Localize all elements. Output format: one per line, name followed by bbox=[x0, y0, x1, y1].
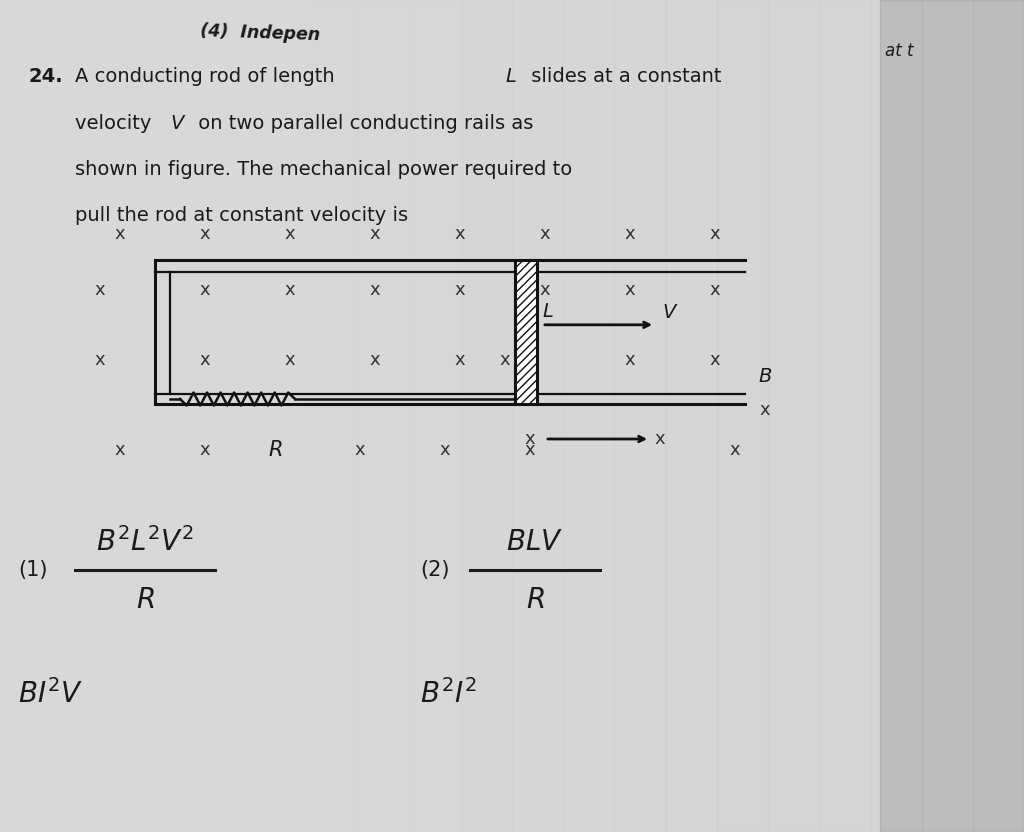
Text: x: x bbox=[455, 225, 465, 243]
Text: 24.: 24. bbox=[28, 67, 62, 86]
Text: x: x bbox=[524, 441, 536, 459]
Bar bbox=[666, 0, 717, 832]
Text: x: x bbox=[94, 281, 105, 299]
Text: at t: at t bbox=[885, 42, 913, 60]
Text: x: x bbox=[710, 225, 720, 243]
Text: x: x bbox=[200, 351, 210, 369]
Bar bbox=[563, 0, 614, 832]
Text: x: x bbox=[285, 351, 295, 369]
Text: x: x bbox=[625, 225, 635, 243]
Text: velocity: velocity bbox=[75, 114, 158, 133]
Text: x: x bbox=[625, 351, 635, 369]
Bar bbox=[0, 0, 51, 832]
Text: $R$: $R$ bbox=[525, 587, 545, 613]
Text: x: x bbox=[455, 281, 465, 299]
Text: x: x bbox=[654, 430, 666, 448]
Text: (1): (1) bbox=[18, 560, 47, 580]
Bar bbox=[410, 0, 461, 832]
Text: $BI^2V$: $BI^2V$ bbox=[18, 679, 83, 709]
Text: on two parallel conducting rails as: on two parallel conducting rails as bbox=[193, 114, 534, 133]
Bar bbox=[870, 0, 922, 832]
Text: x: x bbox=[354, 441, 366, 459]
Text: x: x bbox=[524, 430, 536, 448]
Text: x: x bbox=[540, 281, 550, 299]
Bar bbox=[307, 0, 358, 832]
Text: x: x bbox=[760, 401, 770, 419]
Text: L: L bbox=[505, 67, 516, 86]
Text: x: x bbox=[710, 281, 720, 299]
Text: x: x bbox=[94, 351, 105, 369]
Text: V: V bbox=[170, 114, 183, 133]
Text: x: x bbox=[370, 225, 380, 243]
Bar bbox=[819, 0, 870, 832]
Bar bbox=[614, 0, 666, 832]
Text: x: x bbox=[200, 225, 210, 243]
Text: x: x bbox=[115, 441, 125, 459]
Bar bbox=[102, 0, 154, 832]
Text: $L$: $L$ bbox=[542, 303, 554, 321]
Bar bbox=[51, 0, 102, 832]
Text: shown in figure. The mechanical power required to: shown in figure. The mechanical power re… bbox=[75, 160, 572, 179]
Text: (4)  Indepen: (4) Indepen bbox=[200, 22, 321, 44]
Text: x: x bbox=[200, 281, 210, 299]
Text: (2): (2) bbox=[420, 560, 450, 580]
Bar bbox=[922, 0, 973, 832]
Text: $R$: $R$ bbox=[267, 440, 283, 460]
Bar bbox=[461, 0, 512, 832]
Text: x: x bbox=[730, 441, 740, 459]
Bar bbox=[717, 0, 768, 832]
Text: $B^2L^2V^2$: $B^2L^2V^2$ bbox=[96, 527, 195, 557]
Bar bbox=[768, 0, 819, 832]
Text: x: x bbox=[285, 225, 295, 243]
Bar bbox=[880, 0, 1024, 832]
Bar bbox=[512, 0, 563, 832]
Bar bbox=[205, 0, 256, 832]
Text: x: x bbox=[370, 281, 380, 299]
Text: x: x bbox=[540, 225, 550, 243]
Text: $B$: $B$ bbox=[758, 368, 772, 386]
Text: pull the rod at constant velocity is: pull the rod at constant velocity is bbox=[75, 206, 409, 225]
Text: x: x bbox=[710, 351, 720, 369]
Text: $B^2I^2$: $B^2I^2$ bbox=[420, 679, 477, 709]
Bar bbox=[973, 0, 1024, 832]
Bar bbox=[358, 0, 410, 832]
Text: $V$: $V$ bbox=[662, 304, 679, 322]
Text: x: x bbox=[200, 441, 210, 459]
Text: x: x bbox=[370, 351, 380, 369]
Text: A conducting rod of length: A conducting rod of length bbox=[75, 67, 341, 86]
Text: x: x bbox=[439, 441, 451, 459]
Text: x: x bbox=[500, 351, 510, 369]
Text: $R$: $R$ bbox=[135, 587, 155, 613]
Text: x: x bbox=[115, 225, 125, 243]
Bar bbox=[154, 0, 205, 832]
Text: x: x bbox=[285, 281, 295, 299]
Bar bbox=[515, 260, 537, 404]
Bar bbox=[256, 0, 307, 832]
Text: x: x bbox=[625, 281, 635, 299]
Text: $BLV$: $BLV$ bbox=[507, 528, 563, 556]
Text: x: x bbox=[455, 351, 465, 369]
Text: slides at a constant: slides at a constant bbox=[525, 67, 722, 86]
